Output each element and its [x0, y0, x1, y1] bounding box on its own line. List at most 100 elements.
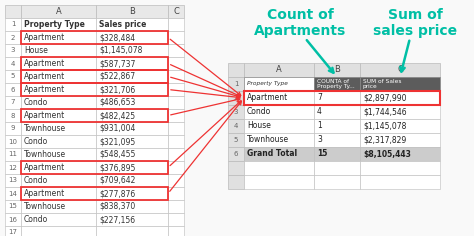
Bar — [96, 5, 168, 18]
Bar — [314, 105, 360, 119]
Bar — [168, 148, 184, 161]
Text: House: House — [24, 46, 48, 55]
Bar — [21, 200, 96, 213]
Text: Townhouse: Townhouse — [24, 202, 66, 211]
Text: $587,737: $587,737 — [99, 59, 136, 68]
Text: 1: 1 — [234, 81, 238, 87]
Text: Sum of
sales price: Sum of sales price — [373, 8, 457, 38]
Text: Apartment: Apartment — [24, 111, 65, 120]
Bar — [360, 133, 440, 147]
Bar — [314, 175, 360, 189]
Text: $1,145,078: $1,145,078 — [99, 46, 142, 55]
Bar — [5, 148, 21, 161]
Bar — [168, 122, 184, 135]
Bar — [5, 122, 21, 135]
Text: 12: 12 — [9, 164, 18, 170]
Bar — [168, 226, 184, 236]
Text: 17: 17 — [9, 229, 18, 236]
Bar — [314, 91, 360, 105]
Bar — [96, 148, 168, 161]
Bar — [21, 226, 96, 236]
Bar — [244, 161, 314, 175]
Text: 6: 6 — [234, 151, 238, 157]
Text: House: House — [247, 122, 271, 131]
Bar — [228, 63, 244, 77]
Bar — [21, 83, 168, 96]
Text: Townhouse: Townhouse — [24, 150, 66, 159]
Text: 4: 4 — [11, 60, 15, 67]
Bar — [21, 31, 96, 44]
Bar — [168, 174, 184, 187]
Text: $1,744,546: $1,744,546 — [363, 108, 407, 117]
Text: Condo: Condo — [24, 176, 48, 185]
Text: Apartment: Apartment — [24, 163, 65, 172]
Bar — [96, 44, 168, 57]
Bar — [168, 135, 184, 148]
Text: $227,156: $227,156 — [99, 215, 135, 224]
Text: 1: 1 — [11, 21, 15, 28]
Text: $931,004: $931,004 — [99, 124, 136, 133]
Text: $482,425: $482,425 — [99, 111, 135, 120]
Text: Condo: Condo — [24, 98, 48, 107]
Bar — [96, 31, 168, 44]
Bar — [21, 70, 168, 83]
Bar — [168, 5, 184, 18]
Text: Apartment: Apartment — [24, 189, 65, 198]
Bar — [244, 91, 440, 105]
Bar — [168, 70, 184, 83]
Bar — [244, 119, 314, 133]
Bar — [360, 91, 440, 105]
Text: B: B — [129, 7, 135, 16]
Bar — [96, 187, 168, 200]
Bar — [228, 133, 244, 147]
Text: $486,653: $486,653 — [99, 98, 136, 107]
Text: $709,642: $709,642 — [99, 176, 136, 185]
Text: Townhouse: Townhouse — [247, 135, 289, 144]
Bar — [21, 83, 96, 96]
Text: Grand Total: Grand Total — [247, 149, 297, 159]
Bar — [168, 213, 184, 226]
Text: Apartment: Apartment — [24, 59, 65, 68]
Bar — [96, 70, 168, 83]
Bar — [21, 31, 168, 44]
Text: 5: 5 — [234, 137, 238, 143]
Bar — [360, 63, 440, 77]
Text: Property Type: Property Type — [247, 81, 288, 87]
Bar — [360, 77, 440, 91]
Text: $8,105,443: $8,105,443 — [363, 149, 411, 159]
Bar — [96, 200, 168, 213]
Bar — [360, 175, 440, 189]
Bar — [5, 161, 21, 174]
Bar — [228, 175, 244, 189]
Bar — [21, 161, 168, 174]
Text: $277,876: $277,876 — [99, 189, 135, 198]
Bar — [168, 44, 184, 57]
Text: 7: 7 — [11, 100, 15, 105]
Bar — [168, 57, 184, 70]
Bar — [244, 133, 314, 147]
Text: $2,897,990: $2,897,990 — [363, 93, 407, 102]
Text: Count of
Apartments: Count of Apartments — [254, 8, 346, 38]
Bar — [168, 161, 184, 174]
Text: 7: 7 — [317, 93, 322, 102]
Text: 16: 16 — [9, 216, 18, 223]
Text: 14: 14 — [9, 190, 18, 197]
Text: 3: 3 — [234, 109, 238, 115]
Text: 2: 2 — [234, 95, 238, 101]
Bar — [96, 57, 168, 70]
Text: 8: 8 — [11, 113, 15, 118]
Bar — [5, 18, 21, 31]
Text: Condo: Condo — [24, 137, 48, 146]
Text: $838,370: $838,370 — [99, 202, 135, 211]
Bar — [21, 96, 96, 109]
Text: C: C — [397, 66, 403, 75]
Text: $376,895: $376,895 — [99, 163, 136, 172]
Bar — [168, 83, 184, 96]
Bar — [228, 77, 244, 91]
Text: Condo: Condo — [24, 215, 48, 224]
Bar — [360, 119, 440, 133]
Bar — [21, 122, 96, 135]
Bar — [360, 161, 440, 175]
Bar — [360, 105, 440, 119]
Bar — [21, 70, 96, 83]
